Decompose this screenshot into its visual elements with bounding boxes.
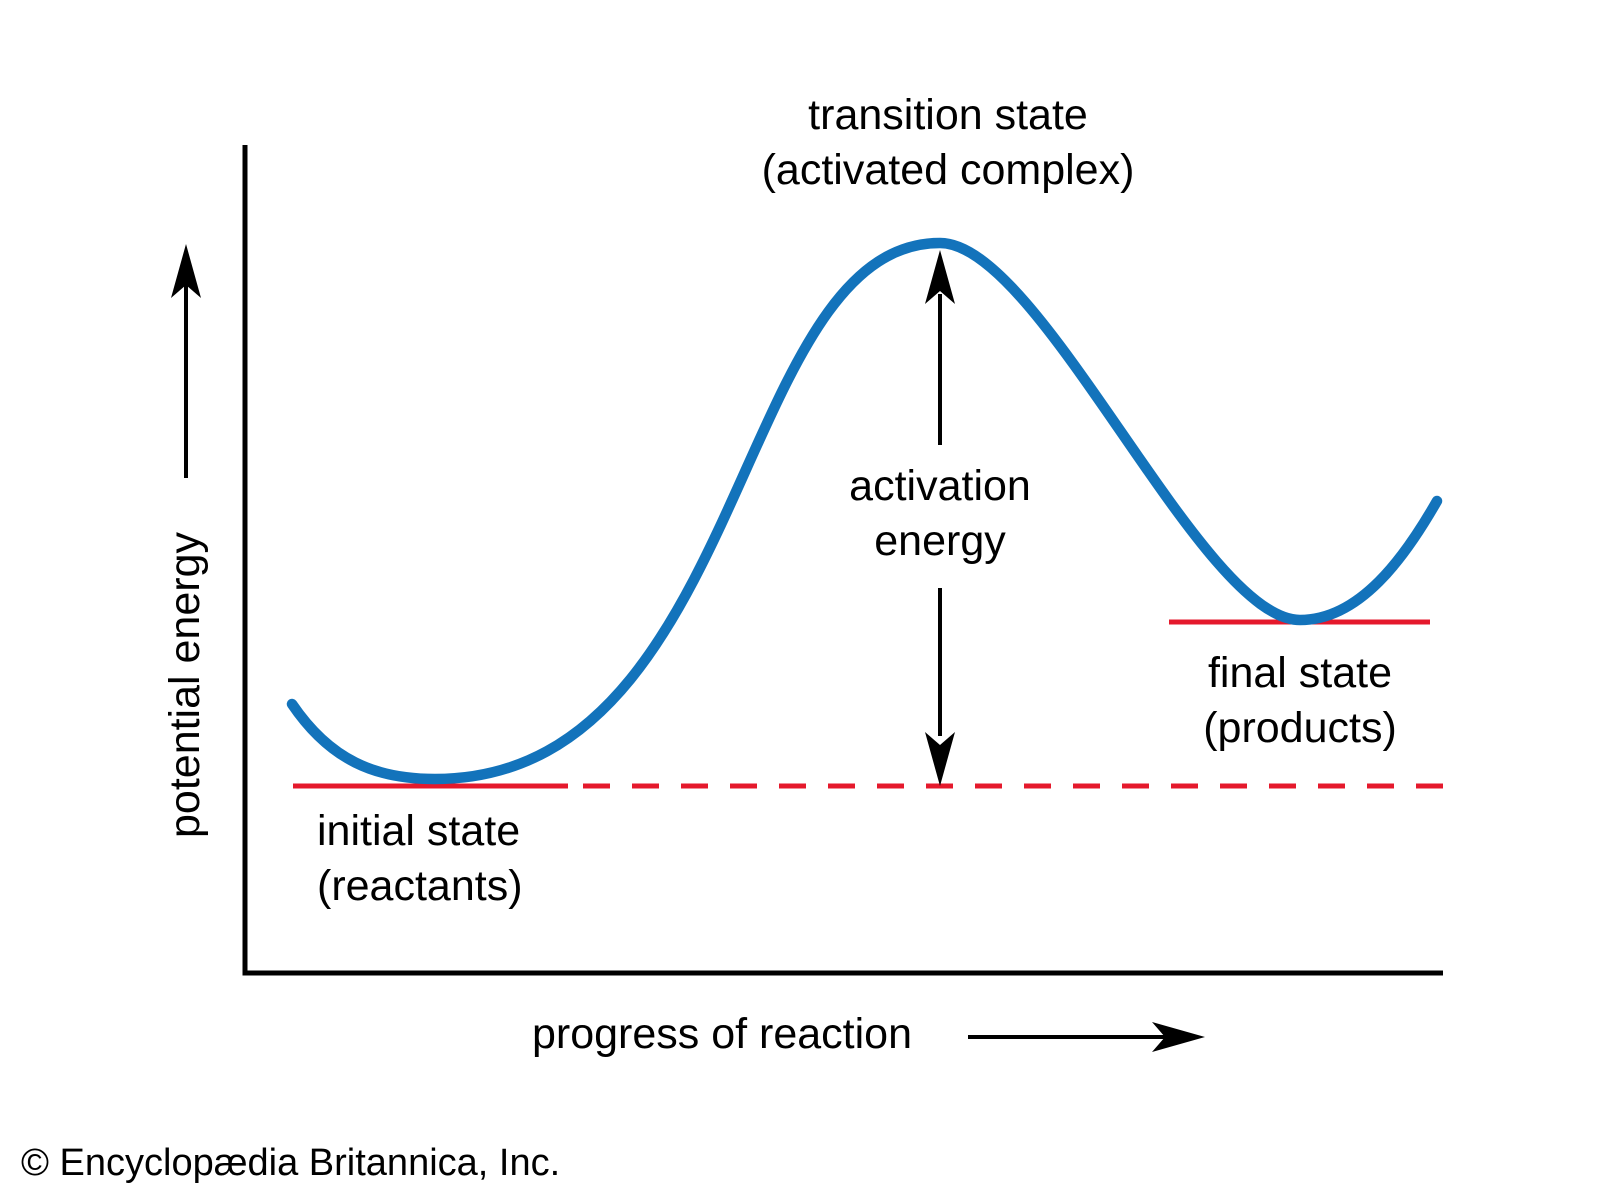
potential-energy-curve bbox=[286, 237, 1443, 785]
y-axis-label: potential energy bbox=[161, 532, 209, 838]
final-state-label: final state (products) bbox=[1203, 649, 1397, 752]
initial-state-label: initial state (reactants) bbox=[317, 807, 523, 910]
x-axis-arrow-icon bbox=[1152, 1022, 1205, 1052]
axes-lines bbox=[242, 145, 1443, 976]
activation-arrow-up-icon bbox=[925, 250, 955, 304]
y-axis-arrow-icon bbox=[171, 244, 201, 298]
credit-line: © Encyclopædia Britannica, Inc. bbox=[21, 1142, 561, 1184]
activation-arrow-down-icon bbox=[925, 732, 955, 786]
transition-state-label: transition state (activated complex) bbox=[761, 91, 1135, 194]
activation-energy-label: activation energy bbox=[849, 462, 1031, 565]
x-axis-label: progress of reaction bbox=[531, 1010, 913, 1058]
